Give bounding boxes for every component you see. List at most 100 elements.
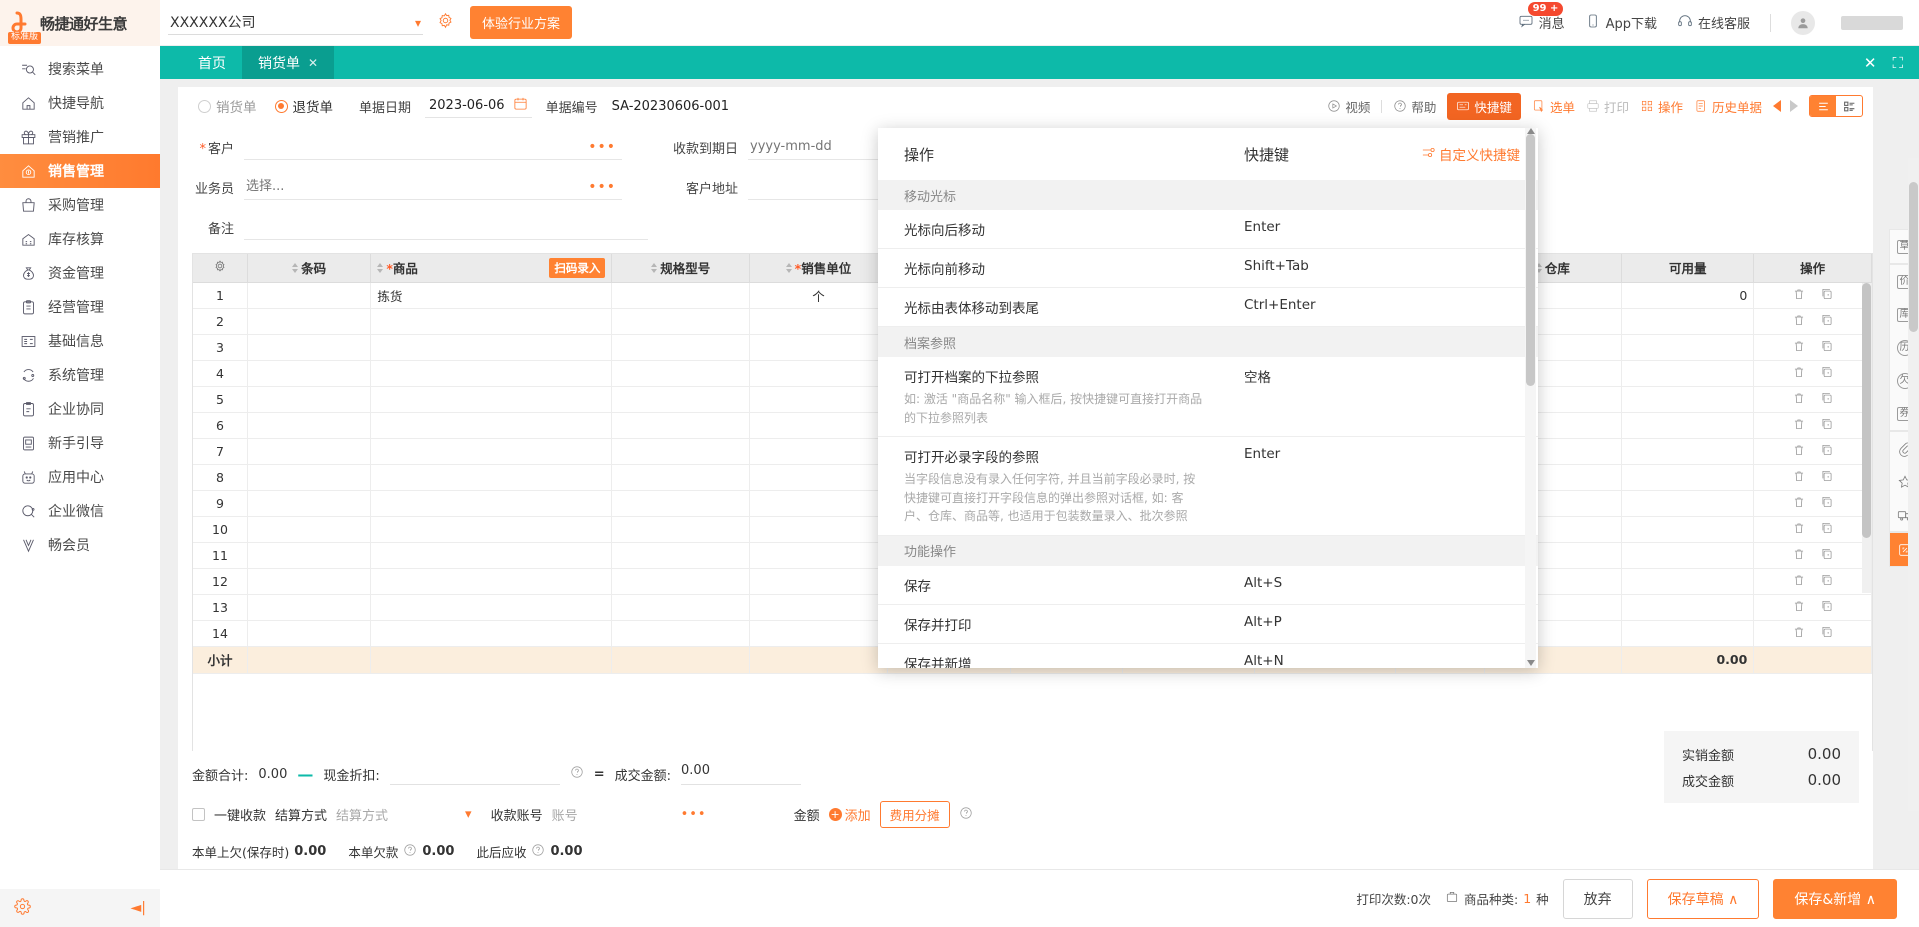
copy-row-button[interactable] <box>1813 600 1841 616</box>
cell-barcode[interactable] <box>247 490 372 517</box>
close-icon[interactable]: ✕ <box>1863 53 1877 72</box>
column-header-操作[interactable]: 操作 <box>1753 254 1872 283</box>
form-input-客户[interactable] <box>244 134 622 160</box>
popup-scrollbar[interactable] <box>1525 128 1536 668</box>
copy-row-button[interactable] <box>1813 470 1841 486</box>
copy-row-button[interactable] <box>1813 626 1841 642</box>
account-input[interactable]: 账号 <box>551 809 578 824</box>
cell-unit[interactable] <box>749 464 888 491</box>
cell-spec[interactable] <box>611 542 751 569</box>
cell-product[interactable] <box>370 594 613 621</box>
cell-unit[interactable] <box>749 620 888 647</box>
help-icon[interactable] <box>570 765 584 783</box>
sort-icon[interactable] <box>785 262 792 273</box>
sort-icon[interactable] <box>651 262 658 273</box>
delete-row-button[interactable] <box>1785 315 1813 330</box>
cell-actions[interactable] <box>1753 438 1872 465</box>
cell-actions[interactable] <box>1753 620 1872 647</box>
cell-product[interactable] <box>370 334 613 361</box>
onekey-receive-checkbox[interactable] <box>192 808 205 821</box>
doc-type-radio-1[interactable]: 退货单 <box>274 96 333 116</box>
cell-spec[interactable] <box>611 594 751 621</box>
sidebar-item-0[interactable]: 搜索菜单 <box>0 52 160 86</box>
delete-row-button[interactable] <box>1785 393 1813 408</box>
cell-product[interactable] <box>370 620 613 647</box>
sidebar-item-10[interactable]: 企业协同 <box>0 392 160 426</box>
company-input[interactable] <box>168 10 423 35</box>
delete-row-button[interactable] <box>1785 627 1813 642</box>
sort-icon[interactable] <box>292 262 299 273</box>
column-header-条码[interactable]: 条码 <box>247 254 372 283</box>
delete-row-button[interactable] <box>1785 419 1813 434</box>
cell-barcode[interactable] <box>247 334 372 361</box>
cell-barcode[interactable] <box>247 308 372 335</box>
cell-unit[interactable]: 个 <box>749 282 888 309</box>
list-view-icon[interactable] <box>1810 96 1836 116</box>
copy-row-button[interactable] <box>1813 340 1841 356</box>
delete-row-button[interactable] <box>1785 289 1813 304</box>
fullscreen-icon[interactable]: ⛶ <box>1892 53 1903 72</box>
cell-unit[interactable] <box>749 360 888 387</box>
delete-row-button[interactable] <box>1785 341 1813 356</box>
cell-product[interactable] <box>370 438 613 465</box>
save-draft-button[interactable]: 保存草稿 ∧ <box>1646 878 1760 919</box>
scroll-thumb[interactable] <box>1909 182 1918 332</box>
tab-0[interactable]: 首页 <box>182 46 242 79</box>
copy-row-button[interactable] <box>1813 444 1841 460</box>
cell-barcode[interactable] <box>247 464 372 491</box>
cell-actions[interactable] <box>1753 490 1872 517</box>
sidebar-item-11[interactable]: 新手引导 <box>0 426 160 460</box>
more-dots-icon[interactable]: ••• <box>680 807 707 822</box>
more-dots-icon[interactable]: ••• <box>588 179 616 195</box>
cell-unit[interactable] <box>749 438 888 465</box>
delete-row-button[interactable] <box>1785 523 1813 538</box>
scan-entry-button[interactable]: 扫码录入 <box>549 257 606 278</box>
cell-barcode[interactable] <box>247 620 372 647</box>
chevron-down-icon[interactable]: ▾ <box>465 807 472 822</box>
cell-actions[interactable] <box>1753 308 1872 335</box>
column-header-可用量[interactable]: 可用量 <box>1621 254 1755 283</box>
copy-row-button[interactable] <box>1813 392 1841 408</box>
toolbar-print[interactable]: 打印 <box>1586 97 1629 116</box>
cell-spec[interactable] <box>611 282 751 309</box>
sidebar-collapse-icon[interactable]: ◄| <box>130 900 146 916</box>
add-payment-button[interactable]: + 添加 <box>828 805 871 824</box>
help-icon[interactable] <box>531 843 545 860</box>
cell-unit[interactable] <box>749 568 888 595</box>
form-input-备注[interactable] <box>244 214 648 240</box>
cell-barcode[interactable] <box>247 542 372 569</box>
sidebar-item-2[interactable]: 营销推广 <box>0 120 160 154</box>
customize-shortcuts-link[interactable]: 自定义快捷键 <box>1421 144 1520 164</box>
column-header-规格型号[interactable]: 规格型号 <box>611 254 751 283</box>
column-settings-icon[interactable] <box>213 259 227 276</box>
cell-unit[interactable] <box>749 386 888 413</box>
doc-type-radio-0[interactable]: 销货单 <box>198 96 257 116</box>
gear-icon[interactable] <box>437 12 454 33</box>
copy-row-button[interactable] <box>1813 288 1841 304</box>
cell-product[interactable] <box>370 412 613 439</box>
save-and-new-button[interactable]: 保存&新增 ∧ <box>1773 878 1897 919</box>
column-header-settings[interactable] <box>193 254 248 283</box>
sidebar-item-4[interactable]: 采购管理 <box>0 188 160 222</box>
delete-row-button[interactable] <box>1785 445 1813 460</box>
discard-button[interactable]: 放弃 <box>1562 878 1633 919</box>
scroll-thumb[interactable] <box>1862 283 1871 538</box>
toolbar-pick-doc[interactable]: 选单 <box>1532 97 1575 116</box>
sidebar-item-9[interactable]: 系统管理 <box>0 358 160 392</box>
cell-spec[interactable] <box>611 516 751 543</box>
cell-barcode[interactable] <box>247 568 372 595</box>
copy-row-button[interactable] <box>1813 522 1841 538</box>
copy-row-button[interactable] <box>1813 496 1841 512</box>
cell-spec[interactable] <box>611 412 751 439</box>
sidebar-item-5[interactable]: 库存核算 <box>0 222 160 256</box>
cell-spec[interactable] <box>611 568 751 595</box>
tab-close-icon[interactable]: ✕ <box>308 55 319 70</box>
cell-actions[interactable] <box>1753 412 1872 439</box>
avatar[interactable] <box>1791 10 1815 35</box>
cell-unit[interactable] <box>749 594 888 621</box>
sidebar-item-3[interactable]: 销售管理 <box>0 154 160 188</box>
copy-row-button[interactable] <box>1813 548 1841 564</box>
sidebar-item-7[interactable]: 经营管理 <box>0 290 160 324</box>
cell-actions[interactable] <box>1753 464 1872 491</box>
sidebar-item-13[interactable]: 企业微信 <box>0 494 160 528</box>
